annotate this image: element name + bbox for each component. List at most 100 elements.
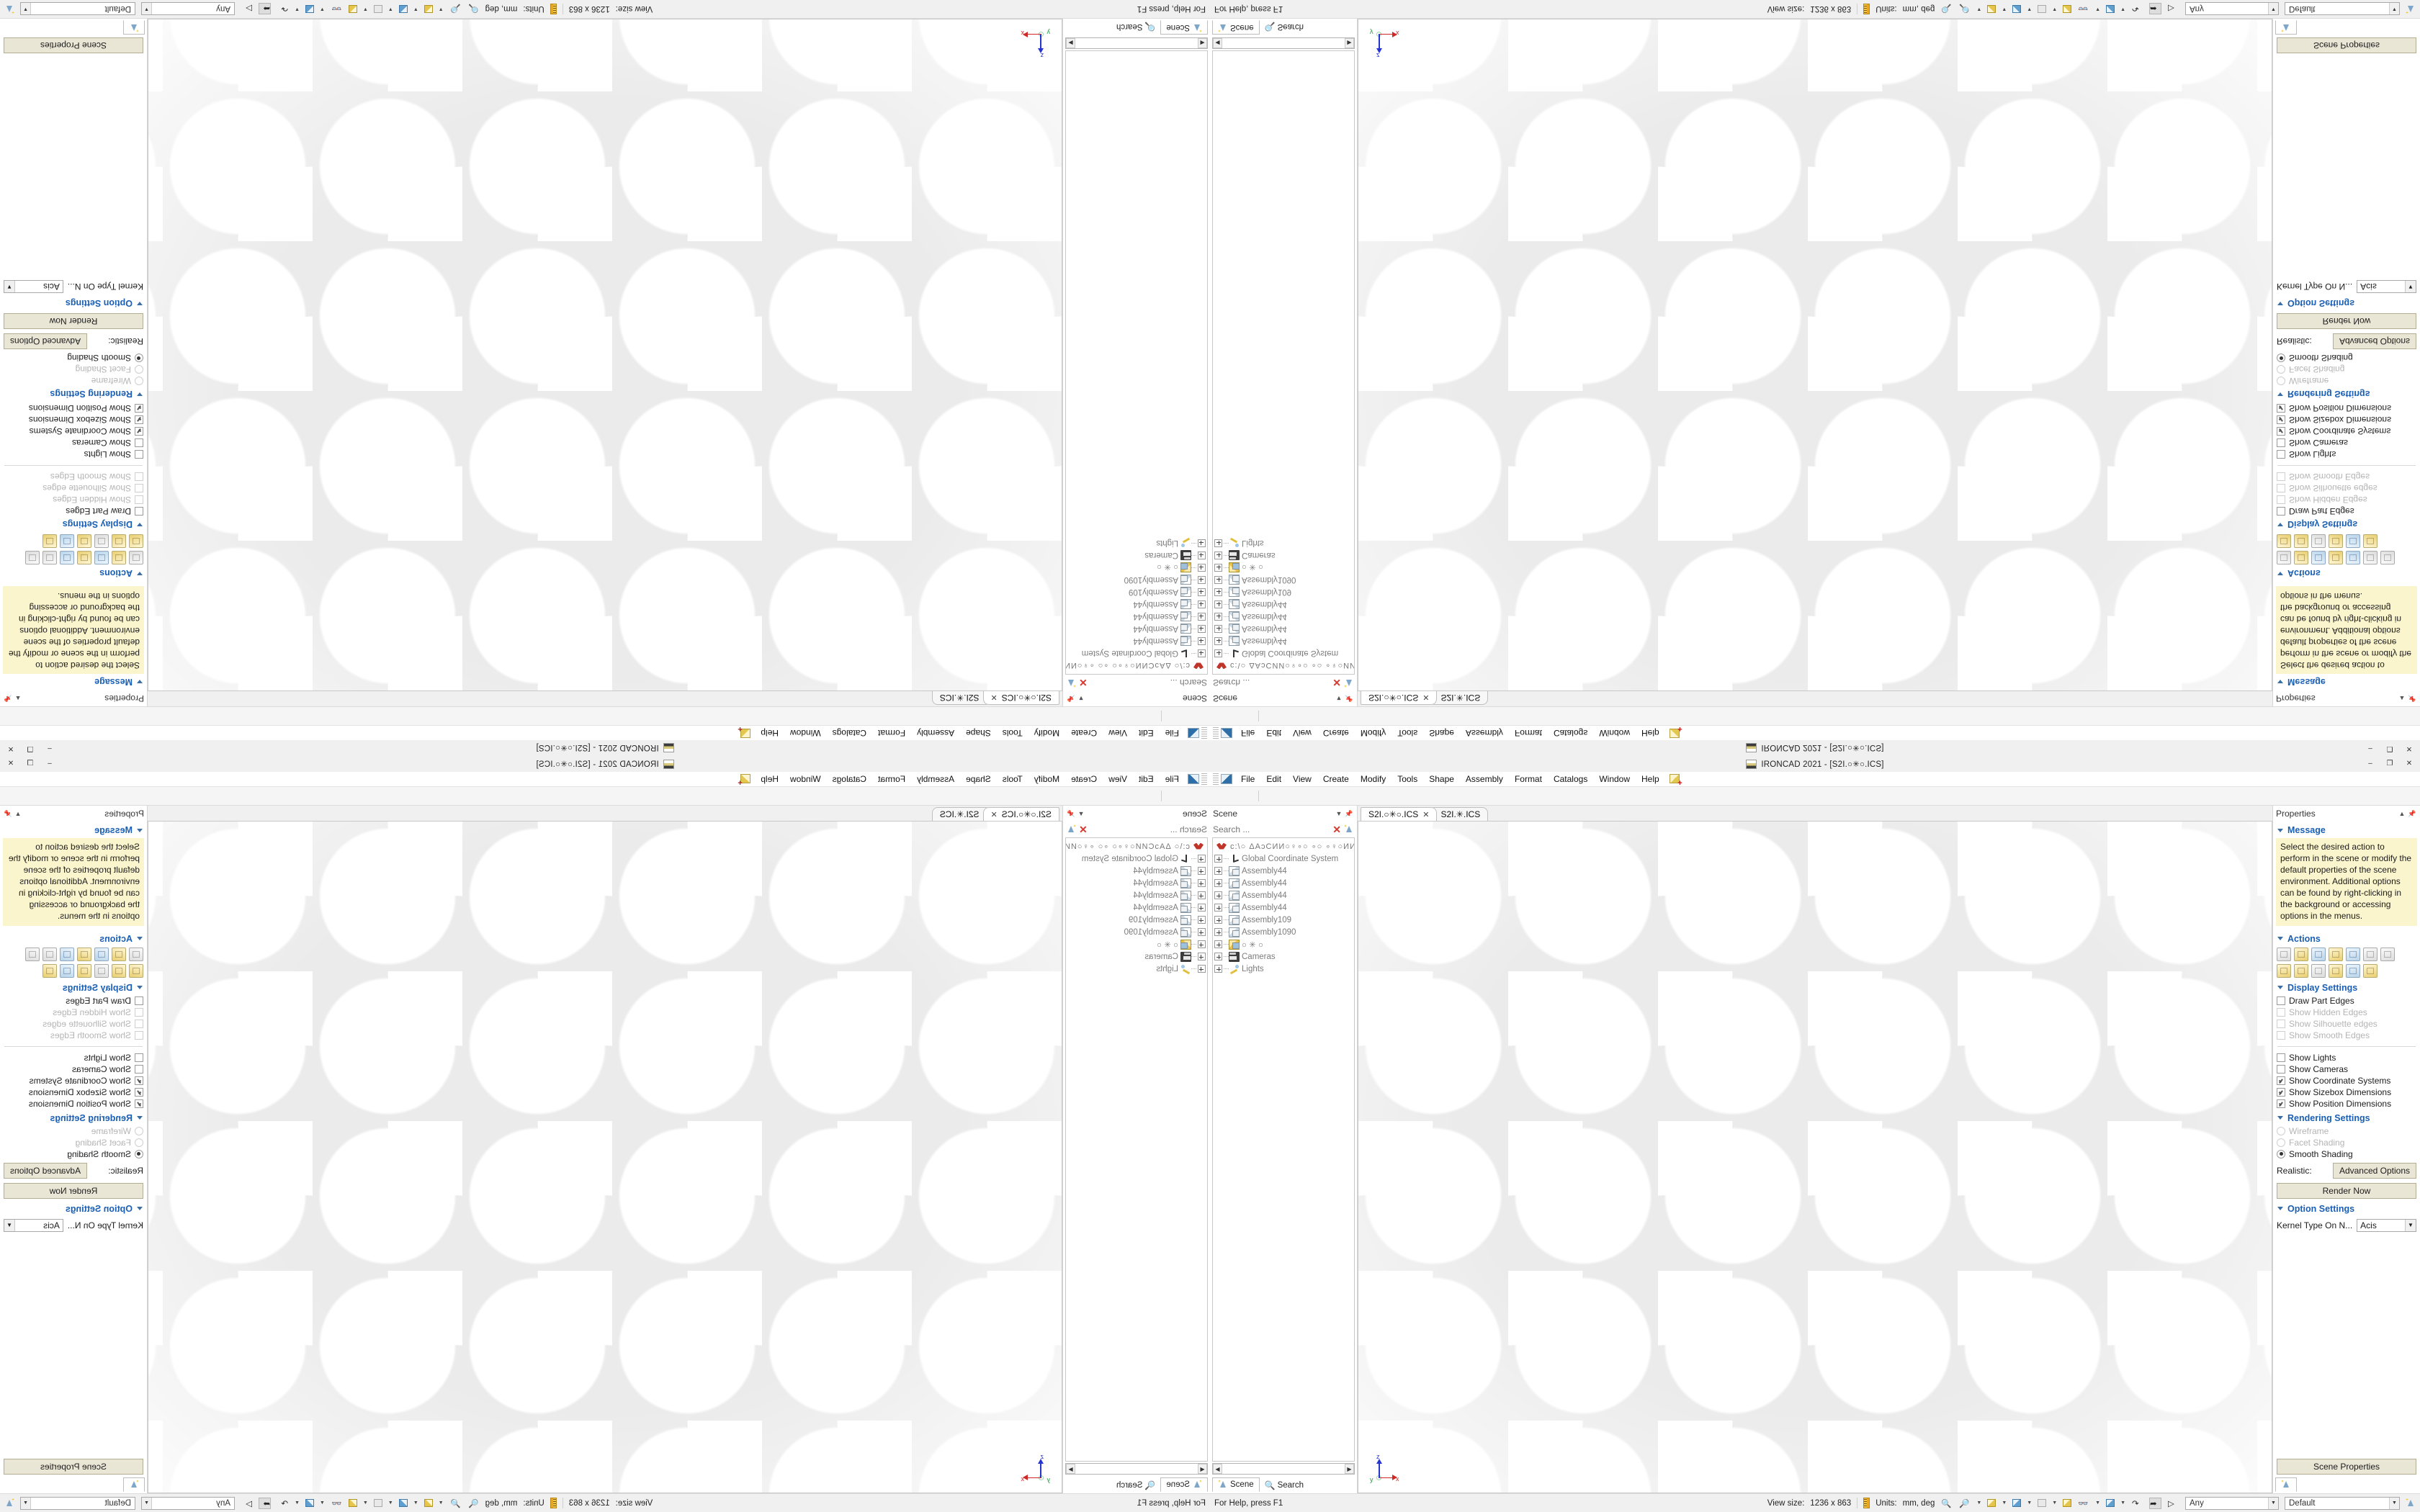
menu-item-create[interactable]: Create xyxy=(1071,774,1098,784)
tree-item[interactable]: Assembly44 xyxy=(1066,611,1207,623)
yellow-box-icon[interactable] xyxy=(1987,1499,1996,1507)
tree-filter-icon[interactable] xyxy=(2406,1498,2416,1508)
search-input[interactable] xyxy=(1090,824,1207,834)
section-message-header[interactable]: Message xyxy=(2273,675,2420,690)
chevron-down-icon[interactable]: ▼ xyxy=(2095,1500,2101,1506)
layout-icon[interactable] xyxy=(77,963,91,978)
checkbox[interactable] xyxy=(135,507,143,516)
axis-point-icon[interactable] xyxy=(60,963,74,978)
menu-item-file[interactable]: File xyxy=(1241,728,1255,738)
scroll-right-button[interactable]: ▶ xyxy=(1066,1464,1075,1474)
toolbar-icon-new[interactable] xyxy=(1213,790,1226,803)
document-tab-0[interactable]: S2I.○✳○.ICS ✕ xyxy=(1361,691,1438,705)
tree-item[interactable]: Assembly109 xyxy=(1213,586,1354,598)
toolbar-icon-save[interactable] xyxy=(1243,710,1256,723)
tree-item[interactable]: Assembly109 xyxy=(1066,586,1207,598)
chevron-down-icon[interactable]: ▼ xyxy=(2389,3,2399,15)
chevron-down-icon[interactable]: ▼ xyxy=(1335,810,1343,817)
expand-icon[interactable] xyxy=(1214,891,1222,899)
kernel-type-select[interactable]: Acis ▼ xyxy=(2357,280,2416,294)
app-menu-icon[interactable] xyxy=(1188,728,1199,738)
expand-icon[interactable] xyxy=(1198,928,1206,936)
menu-item-edit[interactable]: Edit xyxy=(1266,728,1282,738)
menu-item-shape[interactable]: Shape xyxy=(966,728,991,738)
menu-item-format[interactable]: Format xyxy=(878,728,906,738)
expand-icon[interactable] xyxy=(1214,649,1222,657)
pin-icon[interactable]: 📌 xyxy=(1345,695,1353,703)
expand-icon[interactable] xyxy=(1198,564,1206,572)
checkbox-row[interactable]: Show Smooth Edges xyxy=(2273,471,2420,482)
render-now-button[interactable]: Render Now xyxy=(4,1182,143,1199)
checkbox[interactable] xyxy=(2277,1099,2285,1108)
checkbox-row[interactable]: Show Lights xyxy=(0,1052,147,1063)
edit-sketch-icon[interactable] xyxy=(42,947,57,961)
pin-icon[interactable]: 📌 xyxy=(2408,809,2416,817)
tree-item[interactable]: Assembly44 xyxy=(1213,635,1354,647)
radio-row[interactable]: Facet Shading xyxy=(0,364,147,375)
chart-icon[interactable] xyxy=(2380,947,2395,961)
select-arrow-icon[interactable]: ➦ xyxy=(259,1497,271,1509)
expand-icon[interactable] xyxy=(1198,855,1206,863)
scene-tree[interactable]: c:\○ ΔАɔСИИ○♀∘○ ∘○ ∘♀○ИИ Global Coordinat… xyxy=(1065,837,1208,1462)
scene-tree[interactable]: c:\○ ΔАɔСИИ○♀∘○ ∘○ ∘♀○ИИ Global Coordinat… xyxy=(1065,50,1208,675)
advanced-options-button[interactable]: Advanced Options xyxy=(2332,333,2416,350)
checkbox-row[interactable]: Show Sizebox Dimensions xyxy=(0,414,147,426)
close-icon[interactable]: ✕ xyxy=(990,810,998,819)
shade-icon[interactable] xyxy=(348,5,357,13)
chevron-up-icon[interactable]: ▲ xyxy=(2398,695,2406,702)
pin-icon[interactable]: 📌 xyxy=(4,695,12,703)
toolbar-icon-new[interactable] xyxy=(1194,710,1207,723)
yellow-box-icon[interactable] xyxy=(424,1499,433,1507)
radio-row[interactable]: Facet Shading xyxy=(2273,1137,2420,1148)
checkbox-row[interactable]: Show Silhouette edges xyxy=(0,482,147,494)
menu-item-assembly[interactable]: Assembly xyxy=(1465,728,1503,738)
checkbox-row[interactable]: Show Coordinate Systems xyxy=(2273,426,2420,437)
toolbar-icon-open[interactable] xyxy=(1228,790,1241,803)
section-rendering-header[interactable]: Rendering Settings xyxy=(2273,1110,2420,1125)
expand-icon[interactable] xyxy=(1198,867,1206,875)
checkbox[interactable] xyxy=(135,404,143,413)
checkbox[interactable] xyxy=(135,438,143,448)
section-message-header[interactable]: Message xyxy=(0,675,147,690)
chevron-down-icon[interactable]: ▼ xyxy=(142,3,152,15)
expand-icon[interactable] xyxy=(1214,855,1222,863)
tree-item[interactable]: Cameras xyxy=(1066,950,1207,963)
chevron-down-icon[interactable]: ▼ xyxy=(413,1500,418,1506)
chevron-down-icon[interactable]: ▼ xyxy=(1976,1500,1982,1506)
expand-icon[interactable] xyxy=(1198,600,1206,608)
toolbar-icon-open[interactable] xyxy=(1179,790,1192,803)
expand-icon[interactable] xyxy=(1214,576,1222,584)
menu-item-view[interactable]: View xyxy=(1293,774,1312,784)
app-menu-icon[interactable] xyxy=(1221,728,1232,738)
render-box-icon[interactable] xyxy=(305,5,314,13)
search-input[interactable] xyxy=(1090,678,1207,688)
maximize-button[interactable]: ❐ xyxy=(27,744,34,753)
layout-icon[interactable] xyxy=(2329,963,2343,978)
section-display-header[interactable]: Display Settings xyxy=(0,517,147,533)
tree-item[interactable]: c:\○ ΔАɔСИИ○♀∘○ ∘○ ∘♀○ИИ xyxy=(1065,840,1207,852)
snap-icon[interactable] xyxy=(373,5,382,13)
chevron-down-icon[interactable]: ▼ xyxy=(295,6,300,12)
checkbox-row[interactable]: Show Smooth Edges xyxy=(0,471,147,482)
document-tab-1[interactable]: S2I.✳.ICS xyxy=(931,807,987,821)
print-icon[interactable] xyxy=(2363,963,2378,978)
section-actions-header[interactable]: Actions xyxy=(0,566,147,582)
radio-row[interactable]: Wireframe xyxy=(2273,1125,2420,1137)
tree-item[interactable]: Global Coordinate System xyxy=(1066,647,1207,660)
pin-icon[interactable]: 📌 xyxy=(4,809,12,817)
section-message-header[interactable]: Message xyxy=(2273,822,2420,837)
shade-icon[interactable] xyxy=(348,1499,357,1507)
menu-item-window[interactable]: Window xyxy=(1599,728,1631,738)
checkbox-row[interactable]: Show Hidden Edges xyxy=(2273,1007,2420,1018)
toolbar-icon-redo[interactable] xyxy=(1131,710,1144,723)
maximize-button[interactable]: ❐ xyxy=(2386,744,2393,753)
pick-icon[interactable]: ▷ xyxy=(246,1499,252,1508)
tree-item[interactable]: ○ ✳ ○ xyxy=(1213,938,1354,950)
expand-icon[interactable] xyxy=(1198,953,1206,960)
menu-item-create[interactable]: Create xyxy=(1322,728,1349,738)
chevron-down-icon[interactable]: ▼ xyxy=(319,6,325,12)
tab-search[interactable]: 🔍 Search xyxy=(1260,20,1309,33)
checkbox[interactable] xyxy=(135,472,143,482)
toolbar-icon-undo[interactable] xyxy=(1146,790,1159,803)
menu-item-format[interactable]: Format xyxy=(1514,728,1542,738)
